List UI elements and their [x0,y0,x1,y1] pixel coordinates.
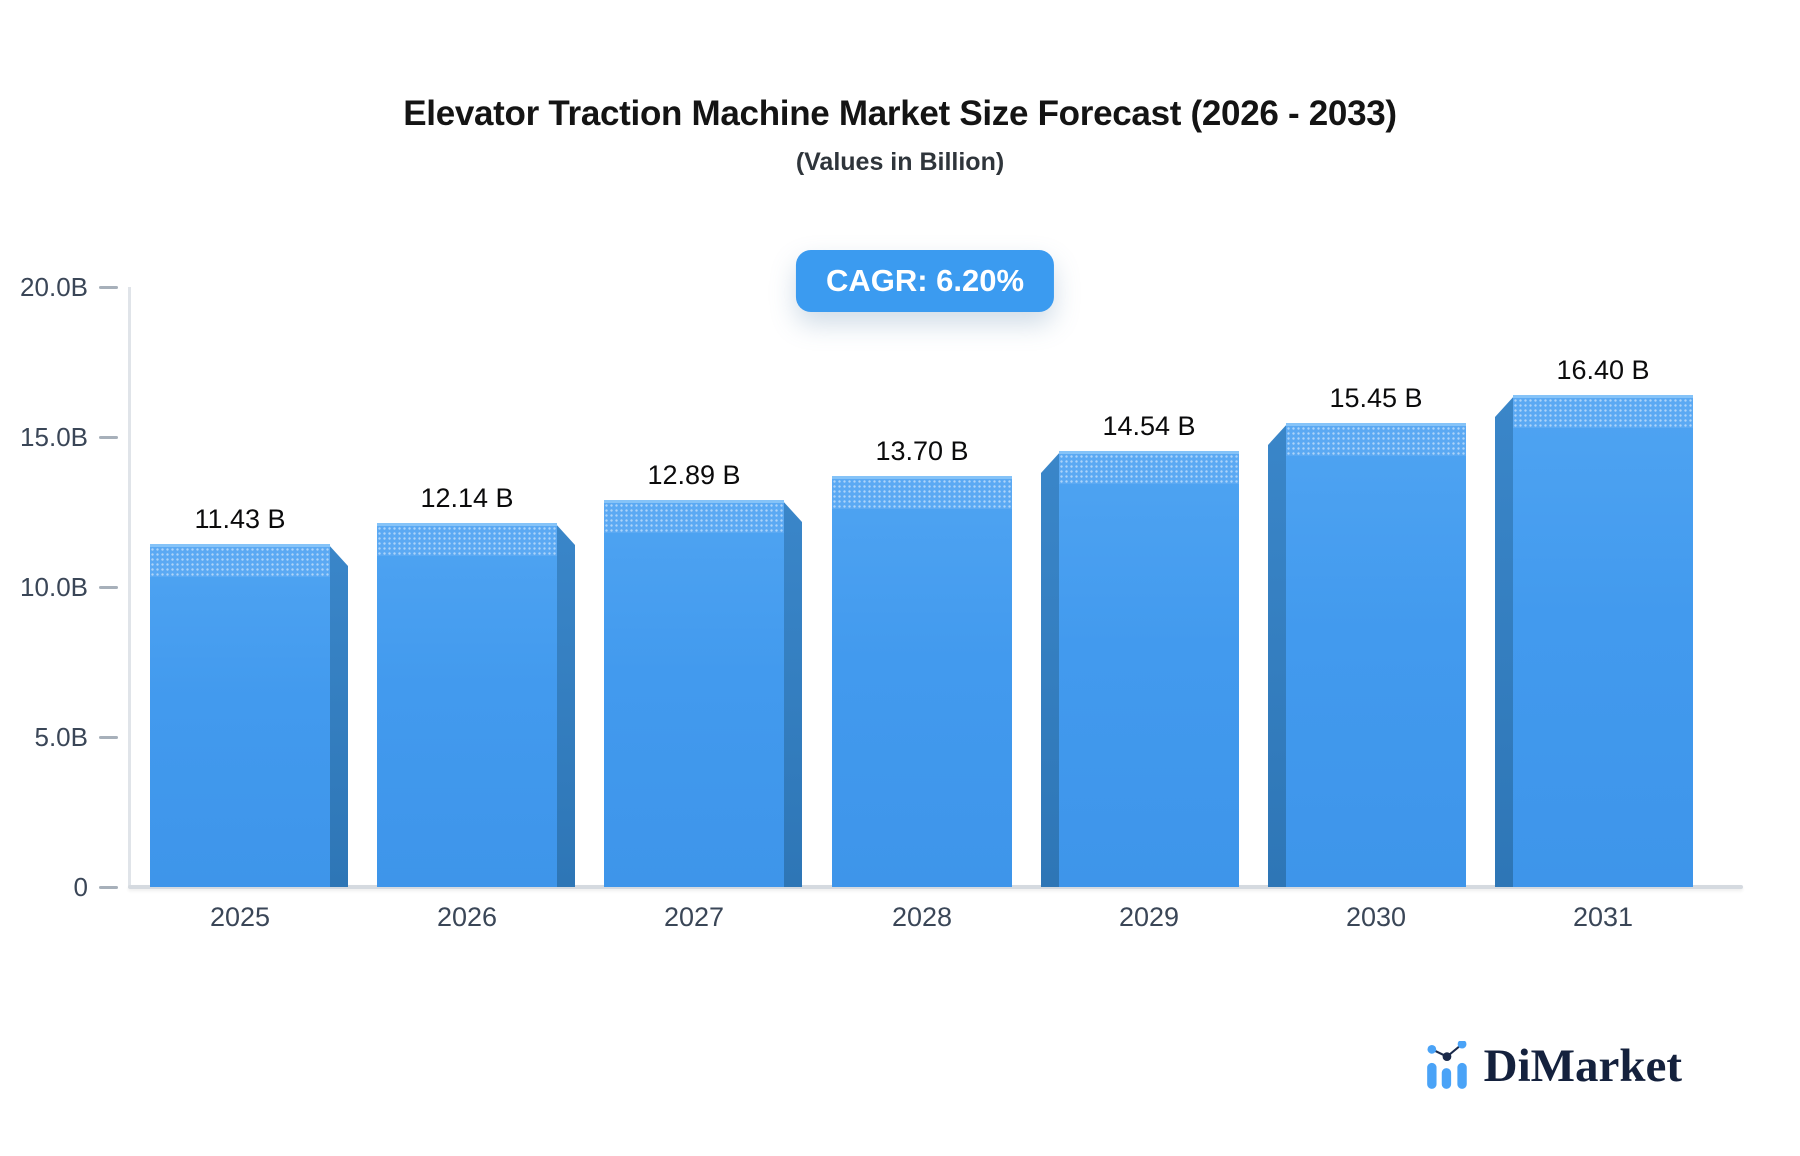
y-tick-mark [99,586,118,589]
x-axis-line [128,885,1743,889]
bar-line-chart-logo-icon [1426,1039,1469,1091]
y-tick-mark [99,286,118,289]
bar-side-bevel [555,523,575,887]
x-axis-label-2028: 2028 [891,902,953,932]
y-tick-label: 20.0B [20,272,88,302]
x-axis-label-2030: 2030 [1345,902,1407,932]
bar-side-bevel [328,544,348,887]
bar-side-bevel [1268,423,1288,887]
y-tick-mark [99,436,118,439]
bar-2030[interactable] [1286,423,1466,887]
y-tick-mark [99,886,118,889]
bar-top-highlight [150,544,330,577]
bar-2026[interactable] [377,523,557,887]
x-axis-label-2029: 2029 [1118,902,1180,932]
bar-2027[interactable] [604,500,784,887]
bar-top-highlight [377,523,557,556]
cagr-badge: CAGR: 6.20% [795,250,1055,312]
x-axis-label-2026: 2026 [436,902,498,932]
bar-2029[interactable] [1059,451,1239,887]
bar-top-highlight [832,476,1012,509]
bar-side-bevel [1495,395,1515,887]
bar-value-label: 16.40 B [1556,355,1650,385]
x-axis-label-2025: 2025 [209,902,271,932]
y-axis-line [128,287,131,888]
bar-top-highlight [604,500,784,533]
dimarket-logo[interactable]: DiMarket [1426,1038,1682,1094]
bar-2031[interactable] [1513,395,1693,887]
x-axis-label-2031: 2031 [1572,902,1634,932]
bar-top-highlight [1286,423,1466,456]
y-tick-label: 0 [73,872,88,902]
bar-side-bevel [782,500,802,887]
bar-value-label: 12.14 B [420,483,514,513]
bar-2028[interactable] [832,476,1012,887]
chart-title: Elevator Traction Machine Market Size Fo… [403,94,1397,133]
logo-text: DiMarket [1483,1040,1682,1092]
chart-subtitle: (Values in Billion) [795,148,1005,176]
bar-value-label: 15.45 B [1329,383,1423,413]
y-tick-mark [99,736,118,739]
y-tick-label: 15.0B [20,422,88,452]
bar-top-highlight [1059,451,1239,484]
bar-top-highlight [1513,395,1693,428]
bar-value-label: 14.54 B [1102,411,1196,441]
bar-value-label: 13.70 B [875,436,969,466]
bar-value-label: 11.43 B [194,504,286,534]
bar-2025[interactable] [150,544,330,887]
x-axis-label-2027: 2027 [663,902,725,932]
bar-side-bevel [1041,451,1061,887]
bar-value-label: 12.89 B [647,460,741,490]
y-tick-label: 5.0B [34,722,89,752]
y-tick-label: 10.0B [20,572,88,602]
